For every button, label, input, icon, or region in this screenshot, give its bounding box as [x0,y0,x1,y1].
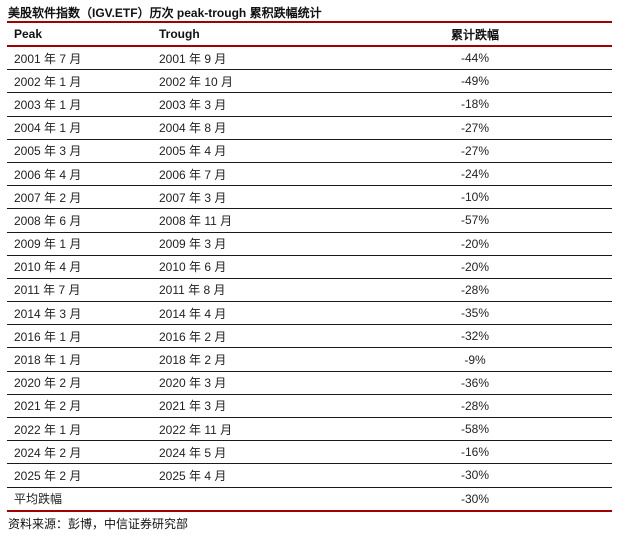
table-row: 2008 年 6 月 2008 年 11 月 -57% [7,208,612,233]
peak-cell: 2021 年 2 月 [7,394,152,419]
drawdown-cell: -36% [338,371,612,395]
drawdown-cell: -20% [338,255,612,279]
source-note: 资料来源：彭博，中信证券研究部 [8,517,189,531]
peak-cell: 2004 年 1 月 [7,116,152,140]
trough-cell: 2018 年 2 月 [152,347,338,372]
trough-cell: 2024 年 5 月 [152,440,338,465]
table-row: 2001 年 7 月 2001 年 9 月 -44% [7,46,612,71]
trough-cell: 2022 年 11 月 [152,417,338,442]
drawdown-cell: -35% [338,301,612,326]
trough-cell: 2003 年 3 月 [152,92,338,117]
peak-cell: 2011 年 7 月 [7,278,152,303]
table-title: 美股软件指数（IGV.ETF）历次 peak-trough 累积跌幅统计 [8,6,322,20]
peak-cell: 2001 年 7 月 [7,46,152,71]
table-row: 2024 年 2 月 2024 年 5 月 -16% [7,440,612,465]
drawdown-cell: -10% [338,185,612,210]
peak-cell: 2018 年 1 月 [7,347,152,372]
trough-cell: 2001 年 9 月 [152,46,338,71]
table-body: 2001 年 7 月 2001 年 9 月 -44% 2002 年 1 月 2002 年… [7,46,612,512]
trough-cell: 2010 年 6 月 [152,255,338,279]
table-row: 2004 年 1 月 2004 年 8 月 -27% [7,116,612,140]
table-row: 2002 年 1 月 2002 年 10 月 -49% [7,69,612,94]
table-row: 2014 年 3 月 2014 年 4 月 -35% [7,301,612,326]
trough-cell: 2009 年 3 月 [152,232,338,256]
trough-cell: 2007 年 3 月 [152,185,338,210]
drawdown-cell: -28% [338,394,612,419]
table-row: 2011 年 7 月 2011 年 8 月 -28% [7,278,612,303]
trough-cell: 2016 年 2 月 [152,324,338,349]
table-row: 平均跌幅 -30% [7,487,612,512]
table-row: 2003 年 1 月 2003 年 3 月 -18% [7,92,612,117]
table-row: 2010 年 4 月 2010 年 6 月 -20% [7,255,612,279]
peak-cell: 2006 年 4 月 [7,162,152,187]
trough-cell [152,487,338,512]
drawdown-cell: -28% [338,278,612,303]
table-row: 2006 年 4 月 2006 年 7 月 -24% [7,162,612,187]
table-row: 2016 年 1 月 2016 年 2 月 -32% [7,324,612,349]
trough-cell: 2014 年 4 月 [152,301,338,326]
table-row: 2020 年 2 月 2020 年 3 月 -36% [7,371,612,395]
trough-cell: 2025 年 4 月 [152,463,338,488]
peak-cell: 2005 年 3 月 [7,139,152,163]
table-row: 2007 年 2 月 2007 年 3 月 -10% [7,185,612,210]
peak-cell: 2008 年 6 月 [7,208,152,233]
table-row: 2018 年 1 月 2018 年 2 月 -9% [7,347,612,372]
drawdown-cell: -27% [338,139,612,163]
drawdown-cell: -44% [338,46,612,71]
drawdown-cell: -49% [338,69,612,94]
drawdown-cell: -24% [338,162,612,187]
peak-trough-table: Peak Trough 累计跌幅 2001 年 7 月 2001 年 9 月 -44… [7,21,612,512]
trough-cell: 2011 年 8 月 [152,278,338,303]
peak-cell: 2024 年 2 月 [7,440,152,465]
peak-cell: 2020 年 2 月 [7,371,152,395]
peak-cell: 2010 年 4 月 [7,255,152,279]
peak-cell: 2002 年 1 月 [7,69,152,94]
peak-cell: 2016 年 1 月 [7,324,152,349]
drawdown-cell: -30% [338,487,612,512]
drawdown-cell: -58% [338,417,612,442]
peak-cell: 平均跌幅 [7,487,152,512]
table-row: 2021 年 2 月 2021 年 3 月 -28% [7,394,612,419]
header-trough: Trough [152,22,338,47]
drawdown-cell: -18% [338,92,612,117]
drawdown-cell: -32% [338,324,612,349]
peak-cell: 2007 年 2 月 [7,185,152,210]
header-peak: Peak [7,22,152,47]
peak-cell: 2022 年 1 月 [7,417,152,442]
trough-cell: 2005 年 4 月 [152,139,338,163]
peak-cell: 2009 年 1 月 [7,232,152,256]
trough-cell: 2004 年 8 月 [152,116,338,140]
drawdown-cell: -20% [338,232,612,256]
trough-cell: 2006 年 7 月 [152,162,338,187]
header-cumulative-drawdown: 累计跌幅 [338,22,612,47]
trough-cell: 2008 年 11 月 [152,208,338,233]
trough-cell: 2020 年 3 月 [152,371,338,395]
drawdown-cell: -27% [338,116,612,140]
table-row: 2005 年 3 月 2005 年 4 月 -27% [7,139,612,163]
table-header-row: Peak Trough 累计跌幅 [7,22,612,47]
table-row: 2009 年 1 月 2009 年 3 月 -20% [7,232,612,256]
drawdown-cell: -57% [338,208,612,233]
peak-cell: 2014 年 3 月 [7,301,152,326]
table-row: 2025 年 2 月 2025 年 4 月 -30% [7,463,612,488]
trough-cell: 2021 年 3 月 [152,394,338,419]
drawdown-cell: -30% [338,463,612,488]
drawdown-cell: -16% [338,440,612,465]
drawdown-cell: -9% [338,347,612,372]
peak-cell: 2025 年 2 月 [7,463,152,488]
peak-cell: 2003 年 1 月 [7,92,152,117]
table-row: 2022 年 1 月 2022 年 11 月 -58% [7,417,612,442]
trough-cell: 2002 年 10 月 [152,69,338,94]
